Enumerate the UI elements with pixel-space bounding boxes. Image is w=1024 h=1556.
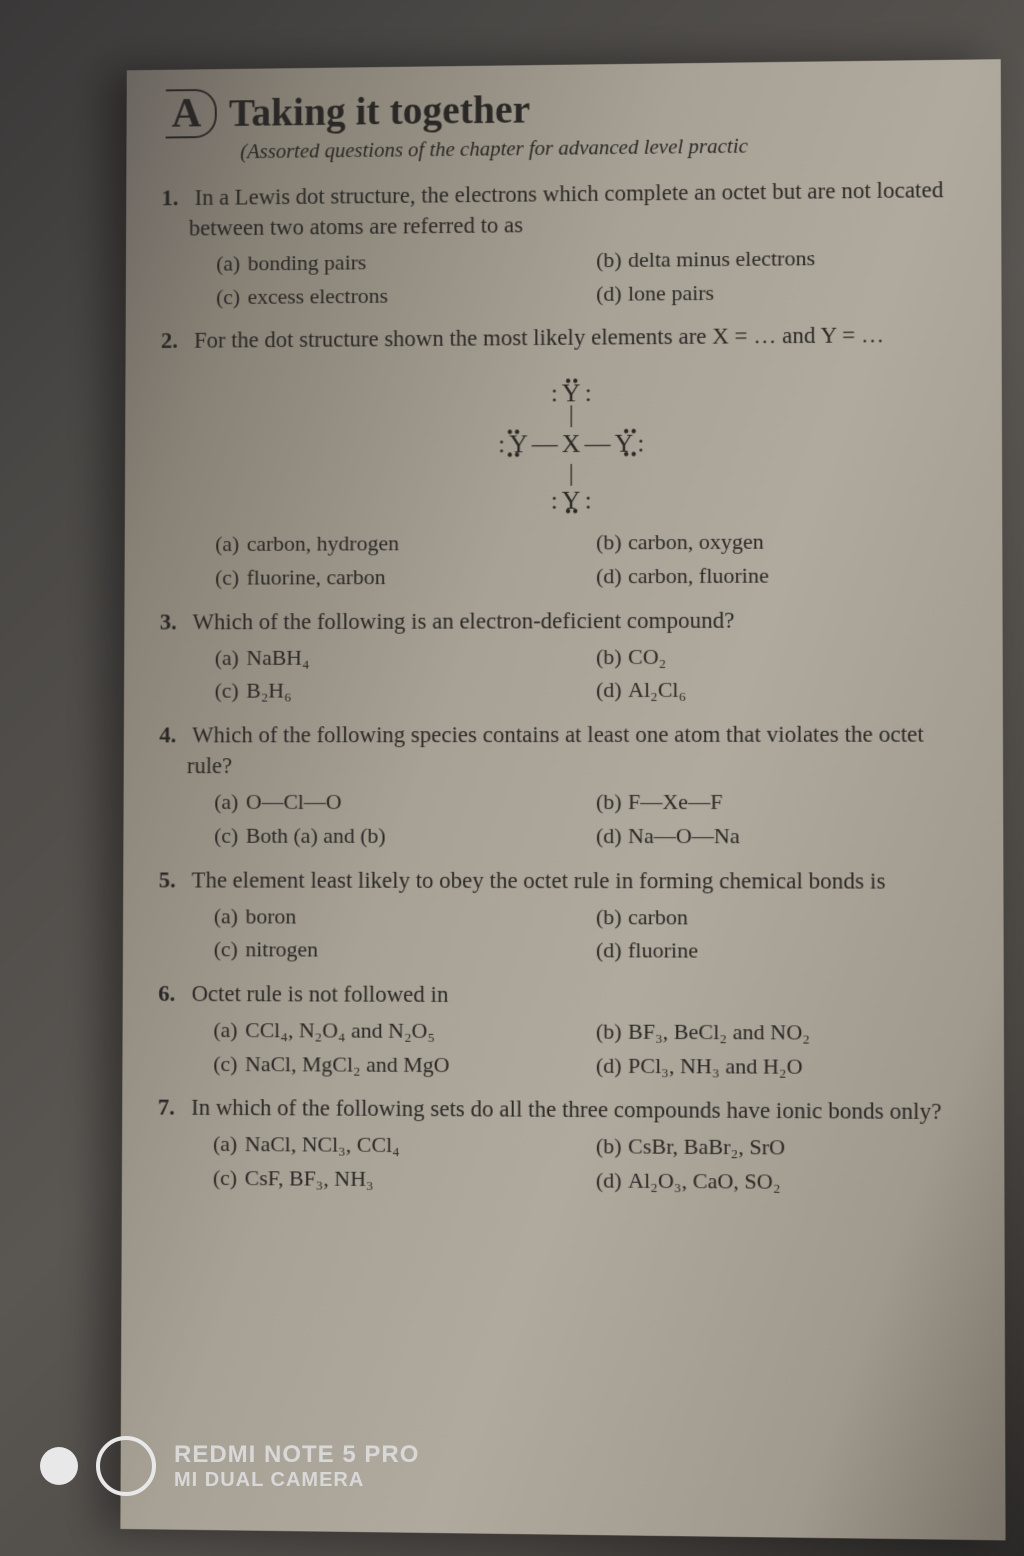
question-options: (a)O—Cl—O (b)F—Xe—F (c)Both (a) and (b) … (214, 787, 963, 851)
option-d: (d)carbon, fluorine (596, 560, 962, 591)
shutter-ring-icon (96, 1436, 156, 1496)
option-c: (c)CsF, BF₃, NH₃ (213, 1163, 576, 1195)
question-number: 5. (159, 864, 187, 895)
camera-overlay: REDMI NOTE 5 PRO MI DUAL CAMERA (40, 1436, 419, 1496)
option-a: (a)bonding pairs (216, 246, 576, 279)
question-options: (a)carbon, hydrogen (b)carbon, oxygen (c… (215, 526, 962, 592)
question-options: (a)NaCl, NCl₃, CCl₄ (b)CsBr, BaBr₂, SrO … (213, 1129, 964, 1198)
question-number: 4. (159, 720, 187, 751)
option-c: (c)Both (a) and (b) (214, 821, 576, 851)
option-a: (a)NaCl, NCl₃, CCl₄ (213, 1129, 576, 1161)
textbook-page: A Taking it together (Assorted questions… (120, 59, 1005, 1540)
question-options: (a)bonding pairs (b)delta minus electron… (216, 242, 961, 312)
option-c: (c)NaCl, MgCl₂ and MgO (213, 1049, 576, 1080)
option-d: (d)Al₂O₃, CaO, SO₂ (596, 1165, 964, 1197)
question-options: (a)CCl₄, N₂O₄ and N₂O₅ (b)BF₃, BeCl₂ and… (213, 1015, 963, 1082)
watermark-line2: MI DUAL CAMERA (174, 1469, 419, 1492)
option-a: (a)O—Cl—O (214, 787, 576, 817)
question-5: 5. The element least likely to obey the … (186, 864, 963, 966)
option-a: (a)carbon, hydrogen (215, 528, 576, 559)
option-a: (a)NaBH₄ (215, 642, 576, 672)
question-number: 6. (158, 978, 186, 1009)
question-text: Octet rule is not followed in (192, 981, 449, 1007)
option-c: (c)nitrogen (214, 935, 576, 966)
question-options: (a)NaBH₄ (b)CO₂ (c)B₂H₆ (d)Al₂Cl₆ (215, 641, 963, 706)
question-7: 7. In which of the following sets do all… (185, 1092, 964, 1198)
option-d: (d)lone pairs (596, 276, 961, 309)
question-1: 1. In a Lewis dot structure, the electro… (189, 174, 962, 312)
section-header: A Taking it together (166, 80, 961, 139)
question-options: (a)boron (b)carbon (c)nitrogen (d)fluori… (214, 901, 963, 966)
option-c: (c)B₂H₆ (215, 675, 576, 705)
option-b: (b)BF₃, BeCl₂ and NO₂ (596, 1017, 963, 1048)
question-number: 7. (158, 1092, 186, 1123)
option-d: (d)fluorine (596, 935, 963, 966)
question-text: In a Lewis dot structure, the electrons … (189, 177, 944, 240)
question-3: 3. Which of the following is an electron… (187, 604, 962, 706)
option-b: (b)F—Xe—F (596, 787, 963, 817)
option-c: (c)excess electrons (216, 279, 576, 311)
question-text: Which of the following species contains … (187, 722, 924, 779)
option-a: (a)boron (214, 901, 576, 931)
option-b: (b)delta minus electrons (596, 242, 961, 275)
question-4: 4. Which of the following species contai… (186, 719, 962, 851)
question-2: 2. For the dot structure shown the most … (187, 319, 962, 592)
question-text: For the dot structure shown the most lik… (194, 323, 884, 353)
option-d: (d)Al₂Cl₆ (596, 675, 962, 705)
option-a: (a)CCl₄, N₂O₄ and N₂O₅ (213, 1015, 575, 1046)
question-number: 1. (161, 182, 189, 213)
option-d: (d)PCl₃, NH₃ and H₂O (596, 1050, 963, 1082)
question-number: 2. (161, 326, 189, 357)
question-text: The element least likely to obey the oct… (192, 867, 886, 893)
camera-watermark: REDMI NOTE 5 PRO MI DUAL CAMERA (174, 1441, 419, 1492)
question-text: Which of the following is an electron-de… (193, 607, 735, 634)
question-text: In which of the following sets do all th… (191, 1095, 941, 1124)
option-d: (d)Na—O—Na (596, 821, 963, 851)
question-number: 3. (160, 606, 188, 637)
record-dot-icon (40, 1447, 78, 1485)
option-b: (b)carbon (596, 902, 963, 933)
option-c: (c)fluorine, carbon (215, 561, 576, 592)
question-6: 6. Octet rule is not followed in (a)CCl₄… (186, 978, 964, 1082)
section-letter: A (166, 89, 218, 139)
lewis-structure: •• :Y: | ••:Y•• — X — ••Y:•• | :Y: •• (473, 364, 672, 516)
option-b: (b)CsBr, BaBr₂, SrO (596, 1132, 964, 1164)
section-title: Taking it together (229, 86, 530, 136)
option-b: (b)carbon, oxygen (596, 526, 962, 557)
option-b: (b)CO₂ (596, 641, 962, 672)
watermark-line1: REDMI NOTE 5 PRO (174, 1441, 419, 1469)
